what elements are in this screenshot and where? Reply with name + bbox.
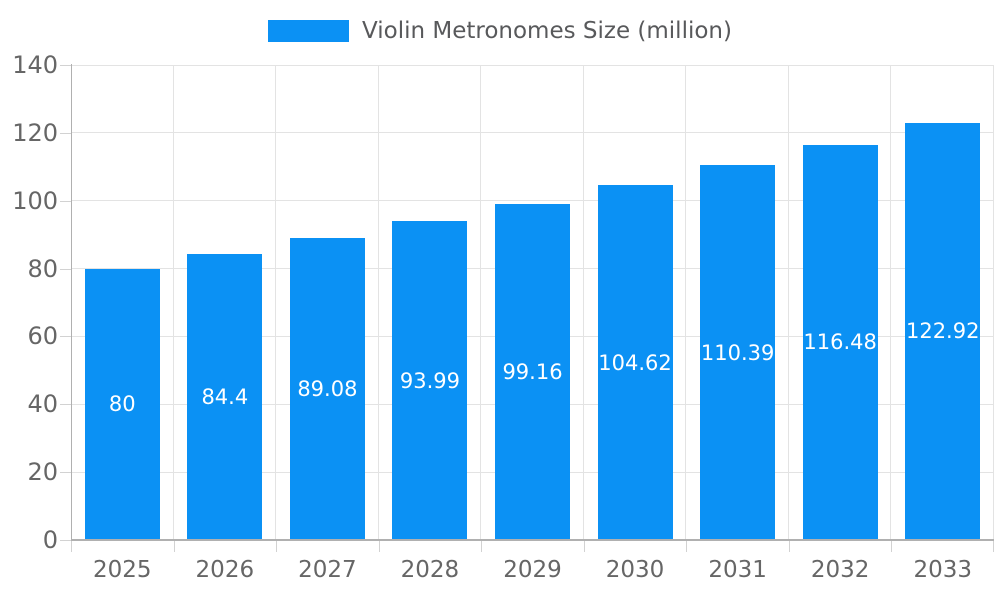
x-axis-line — [71, 539, 994, 541]
y-axis-tick — [60, 540, 71, 541]
y-axis-tick-label: 20 — [27, 458, 58, 487]
gridline-vertical — [172, 65, 174, 540]
bar-2026[interactable]: 84.4 — [187, 253, 263, 540]
gridline-vertical — [890, 65, 892, 540]
y-axis-tick — [60, 65, 71, 66]
y-axis-tick-label: 0 — [42, 526, 58, 554]
bar-2027[interactable]: 89.08 — [289, 237, 365, 540]
bar-value-label: 122.92 — [905, 319, 980, 344]
x-axis-tick-label: 2028 — [400, 557, 460, 583]
gridline-vertical — [993, 65, 994, 540]
bar-value-label: 84.4 — [201, 384, 249, 409]
legend-item[interactable]: Violin Metronomes Size (million) — [268, 18, 732, 44]
bar-2028[interactable]: 93.99 — [392, 221, 468, 540]
y-axis-tick-label: 100 — [12, 186, 58, 215]
gridline-horizontal — [71, 200, 994, 202]
y-axis-tick — [60, 404, 71, 406]
bar-value-label: 110.39 — [700, 340, 775, 365]
x-axis-tick — [686, 541, 688, 552]
x-axis-tick — [71, 541, 72, 552]
y-axis-tick — [60, 336, 71, 338]
bar-2033[interactable]: 122.92 — [905, 122, 981, 540]
plot-area: 80 84.4 89.08 93.99 99.16 104.62 110.39 116.48 1… — [71, 64, 994, 540]
legend: Violin Metronomes Size (million) — [0, 18, 1000, 44]
y-axis-tick-label: 120 — [12, 118, 58, 147]
x-axis-tick-label: 2033 — [913, 557, 972, 583]
x-axis-tick-label: 2025 — [93, 557, 152, 583]
bar-value-label: 104.62 — [598, 350, 672, 375]
bar-value-label: 93.99 — [399, 368, 460, 393]
bar-value-label: 99.16 — [502, 359, 563, 384]
x-axis-tick — [993, 541, 994, 552]
gridline-vertical — [685, 65, 687, 540]
y-axis-line — [71, 64, 72, 541]
y-axis-tick-label: 40 — [27, 390, 58, 419]
bar-value-label: 80 — [108, 392, 136, 417]
legend-swatch-icon — [268, 20, 349, 42]
gridline-horizontal — [71, 64, 994, 66]
gridline-vertical — [377, 65, 379, 540]
x-axis-tick-label: 2032 — [810, 557, 870, 583]
gridline-vertical — [275, 65, 277, 540]
bar-2029[interactable]: 99.16 — [495, 203, 570, 540]
x-axis-tick-label: 2031 — [708, 557, 767, 583]
x-axis-tick — [173, 541, 175, 552]
x-axis-tick-label: 2030 — [605, 557, 665, 583]
x-axis-tick — [276, 541, 278, 552]
x-axis-tick — [788, 541, 790, 552]
gridline-vertical — [480, 65, 482, 540]
x-axis-tick — [481, 541, 483, 552]
x-axis-tick-label: 2026 — [195, 557, 255, 583]
y-axis-tick-label: 140 — [12, 51, 58, 79]
gridline-horizontal — [71, 132, 994, 134]
x-axis-tick-label: 2027 — [298, 557, 357, 583]
y-axis-tick-label: 60 — [27, 322, 58, 351]
bar-2025[interactable]: 80 — [84, 268, 160, 540]
y-axis-tick — [60, 200, 71, 202]
y-axis-tick — [60, 132, 71, 134]
y-axis-tick — [60, 472, 71, 474]
bar-value-label: 89.08 — [297, 376, 358, 401]
bar-value-label: 116.48 — [803, 330, 877, 355]
bar-2031[interactable]: 110.39 — [700, 165, 776, 540]
gridline-vertical — [787, 65, 789, 540]
x-axis-tick — [583, 541, 585, 552]
x-axis-tick-label: 2029 — [503, 557, 562, 583]
x-axis-tick — [378, 541, 380, 552]
y-axis-tick — [60, 268, 71, 270]
legend-label: Violin Metronomes Size (million) — [362, 18, 732, 44]
bar-2032[interactable]: 116.48 — [802, 144, 878, 540]
gridline-vertical — [582, 65, 584, 540]
x-axis-tick — [891, 541, 893, 552]
y-axis-tick-label: 80 — [27, 254, 58, 283]
bar-2030[interactable]: 104.62 — [597, 185, 673, 540]
